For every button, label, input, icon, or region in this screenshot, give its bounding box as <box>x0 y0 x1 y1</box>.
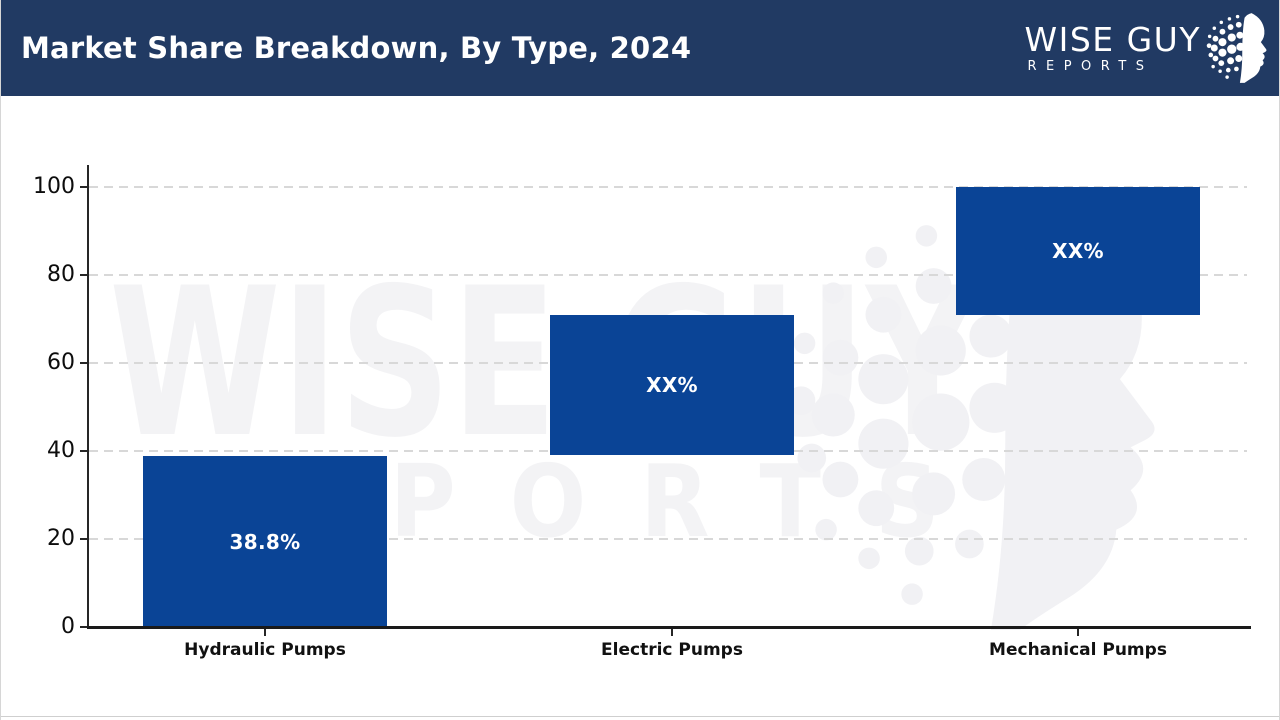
y-axis-line <box>87 165 89 629</box>
bar-segment: XX% <box>550 314 794 456</box>
y-axis-tick-label: 0 <box>61 614 75 639</box>
y-axis-tick <box>80 362 87 364</box>
bar-value-label: XX% <box>646 372 698 397</box>
y-axis-tick <box>80 186 87 188</box>
gridline <box>89 186 1247 188</box>
brand-logo-text: WISE GUY REPORTS <box>1024 23 1201 73</box>
x-axis-category-label: Electric Pumps <box>601 640 743 660</box>
bar-value-label: XX% <box>1052 238 1104 263</box>
y-axis-tick-label: 20 <box>47 526 75 551</box>
brand-logo: WISE GUY REPORTS <box>1024 10 1269 86</box>
gridline <box>89 274 1247 276</box>
y-axis-tick <box>80 274 87 276</box>
brand-subtitle: REPORTS <box>1027 59 1154 74</box>
page-bottom-border <box>1 716 1279 717</box>
page-title: Market Share Breakdown, By Type, 2024 <box>21 31 692 65</box>
x-axis-category-label: Hydraulic Pumps <box>184 640 346 660</box>
x-axis-tick <box>671 629 673 636</box>
y-axis-tick <box>80 450 87 452</box>
header-bar: Market Share Breakdown, By Type, 2024 WI… <box>1 0 1279 96</box>
brand-wordmark: WISE GUY <box>1024 20 1201 59</box>
y-axis-tick-label: 40 <box>47 438 75 463</box>
x-axis-line <box>87 626 1251 629</box>
bar-segment: 38.8% <box>143 456 387 627</box>
x-axis-tick <box>1077 629 1079 636</box>
y-axis-tick <box>80 538 87 540</box>
x-axis-tick <box>264 629 266 636</box>
y-axis-tick-label: 60 <box>47 350 75 375</box>
x-axis-category-label: Mechanical Pumps <box>989 640 1167 660</box>
y-axis-tick-label: 80 <box>47 262 75 287</box>
bar-value-label: 38.8% <box>229 529 301 554</box>
bar-segment: XX% <box>956 187 1200 315</box>
y-axis-tick <box>80 626 87 628</box>
gridline <box>89 538 1247 540</box>
dotted-face-icon <box>1206 13 1267 83</box>
y-axis-tick-label: 100 <box>33 174 75 199</box>
